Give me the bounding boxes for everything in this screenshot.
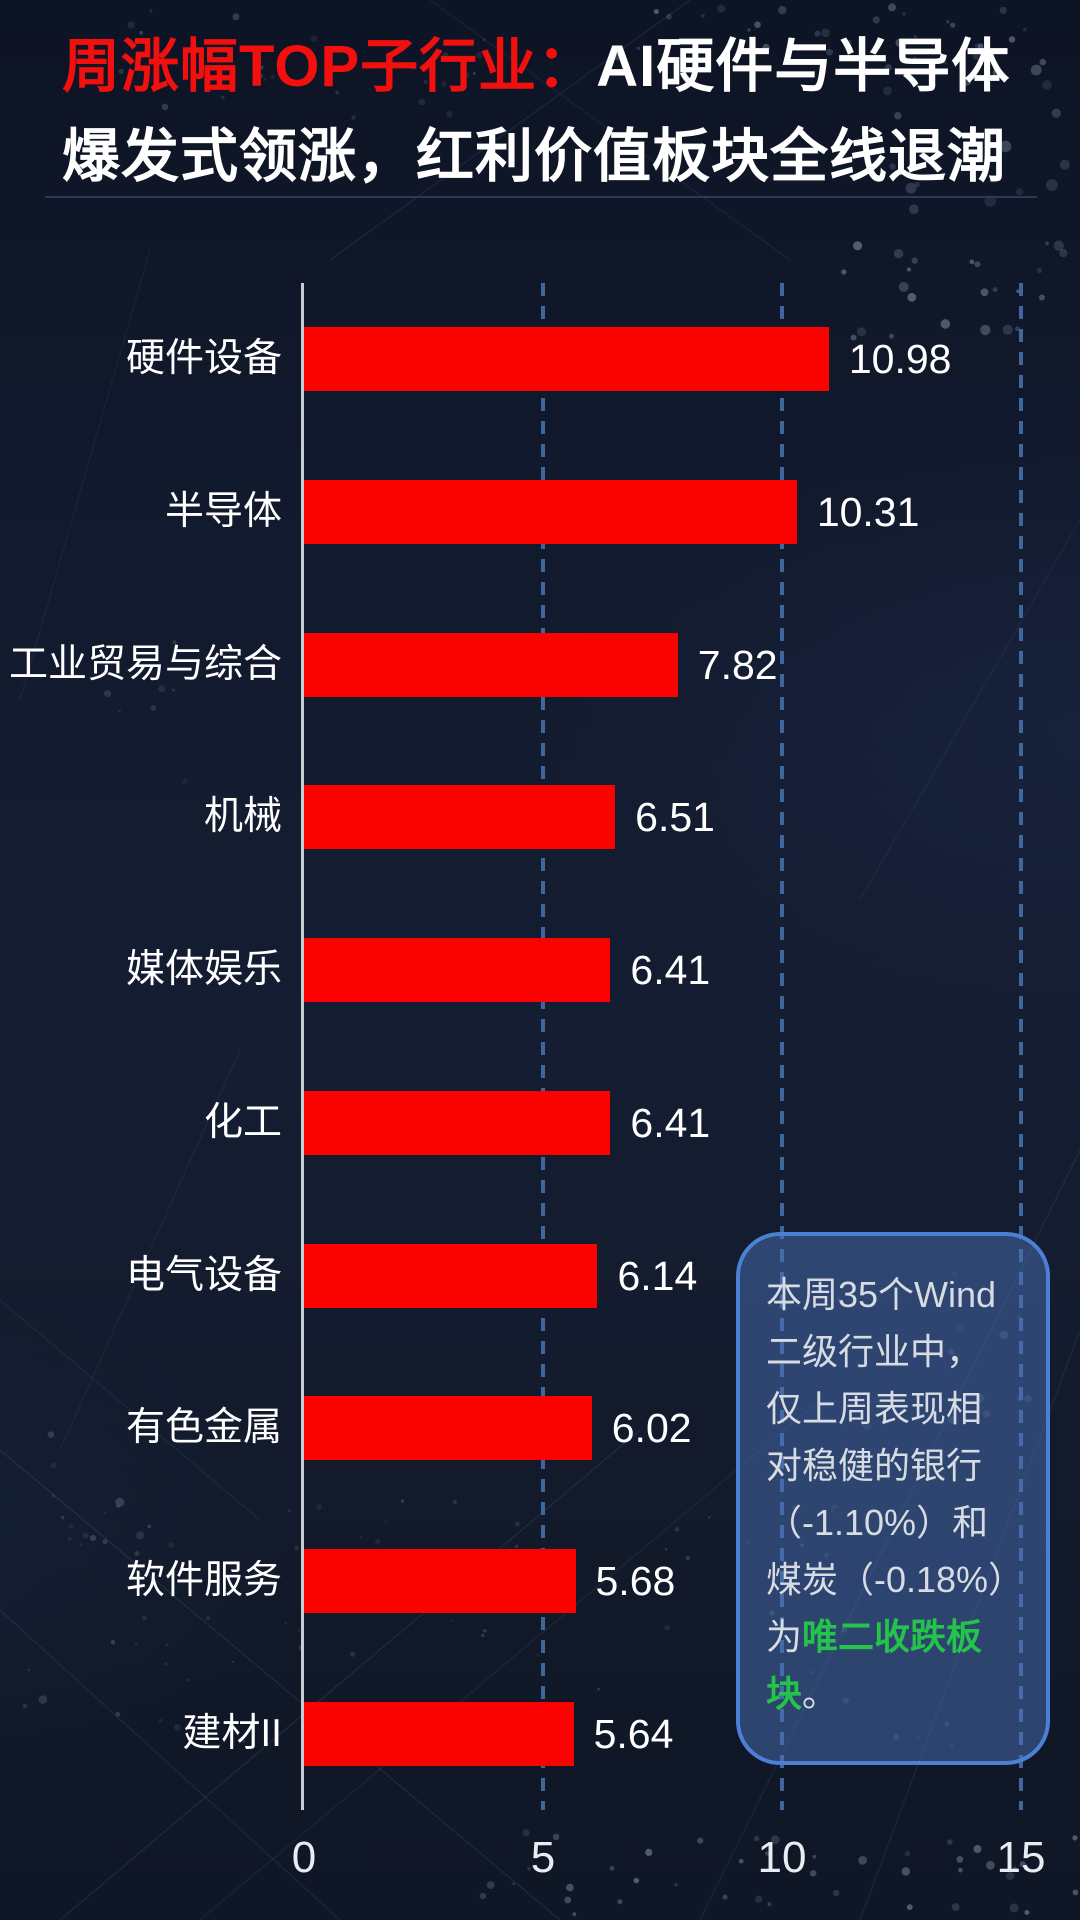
note-text-line: 为唯二收跌板 [766,1608,1030,1665]
bar-rect [304,1548,576,1613]
bar-value-label: 10.31 [816,489,920,536]
bar-category-label: 有色金属 [125,1406,282,1450]
bar-value-label: 6.41 [630,1099,711,1146]
note-text-line: 块。 [766,1665,1030,1722]
bar-category-label: 机械 [203,795,282,839]
bar-category-label: 化工 [203,1100,282,1144]
title-line: 爆发式领涨，红利价值板块全线退潮 [62,112,1042,202]
bar-category-label: 软件服务 [125,1558,282,1602]
bar-value-label: 6.02 [611,1405,692,1452]
bar-value-label: 10.98 [848,336,952,383]
bar-category-label: 建材II [182,1711,282,1755]
note-text: 本周35个Wind [766,1274,997,1315]
gridline-x-10 [780,283,784,1810]
bar-value-label: 6.41 [630,947,711,994]
note-text: 对稳健的银行 [766,1445,983,1486]
title-text: AI硬件与半导体 [596,34,1011,99]
bar-value-label: 6.14 [617,1252,698,1299]
note-text-line: 煤炭（-0.18%） [766,1551,1030,1608]
title-highlight-text: 周涨幅TOP子行业： [62,34,597,99]
note-text: 煤炭（-0.18%） [766,1559,1025,1600]
note-highlight-text: 唯二收跌板 [802,1616,983,1657]
bar-rect [304,1396,592,1461]
bar-rect [304,327,829,392]
bar-category-label: 工业贸易与综合 [8,642,282,686]
bar-category-label: 硬件设备 [125,337,282,381]
note-text-line: （-1.10%）和 [766,1494,1030,1551]
x-axis-tick-label: 0 [291,1833,317,1882]
bar-rect [304,632,678,697]
x-axis-tick-label: 5 [530,1833,556,1882]
note-text-line: 对稳健的银行 [766,1437,1030,1494]
bar-value-label: 6.51 [635,794,715,841]
y-axis-line [301,283,304,1810]
bar-category-label: 电气设备 [125,1253,282,1297]
bar-rect [304,785,616,850]
bar-value-label: 5.68 [595,1557,676,1604]
x-axis-tick-label: 15 [996,1833,1046,1882]
title-divider [45,196,1037,198]
note-text: （-1.10%）和 [766,1502,989,1543]
bar-rect [304,1701,574,1766]
bar-category-label: 半导体 [164,490,282,534]
note-text-line: 仅上周表现相 [766,1380,1030,1437]
bar-rect [304,1090,611,1155]
note-text: 仅上周表现相 [766,1388,983,1429]
note-highlight-text: 块 [766,1673,803,1714]
gridline-x-15 [1019,283,1023,1810]
bar-rect [304,480,797,545]
bar-value-label: 7.82 [697,641,778,688]
title-text: 爆发式领涨，红利价值板块全线退潮 [62,124,1007,189]
bar-rect [304,938,611,1003]
note-box: 本周35个Wind 二级行业中， 仅上周表现相 对稳健的银行 （-1.10%）和 煤炭（-… [736,1232,1050,1765]
bar-value-label: 5.64 [593,1710,674,1757]
note-text-line: 本周35个Wind [766,1266,1030,1323]
gridline-x-5 [541,283,545,1810]
page-title: 周涨幅TOP子行业：AI硬件与半导体爆发式领涨，红利价值板块全线退潮 [62,22,1042,202]
x-axis-tick-label: 10 [757,1833,807,1882]
note-text: 。 [802,1673,839,1714]
title-line: 周涨幅TOP子行业：AI硬件与半导体 [62,22,1042,112]
note-text: 二级行业中， [766,1331,983,1372]
note-text-line: 二级行业中， [766,1323,1030,1380]
bar-rect [304,1243,598,1308]
bar-category-label: 媒体娱乐 [125,948,282,992]
note-text: 为 [766,1616,803,1657]
